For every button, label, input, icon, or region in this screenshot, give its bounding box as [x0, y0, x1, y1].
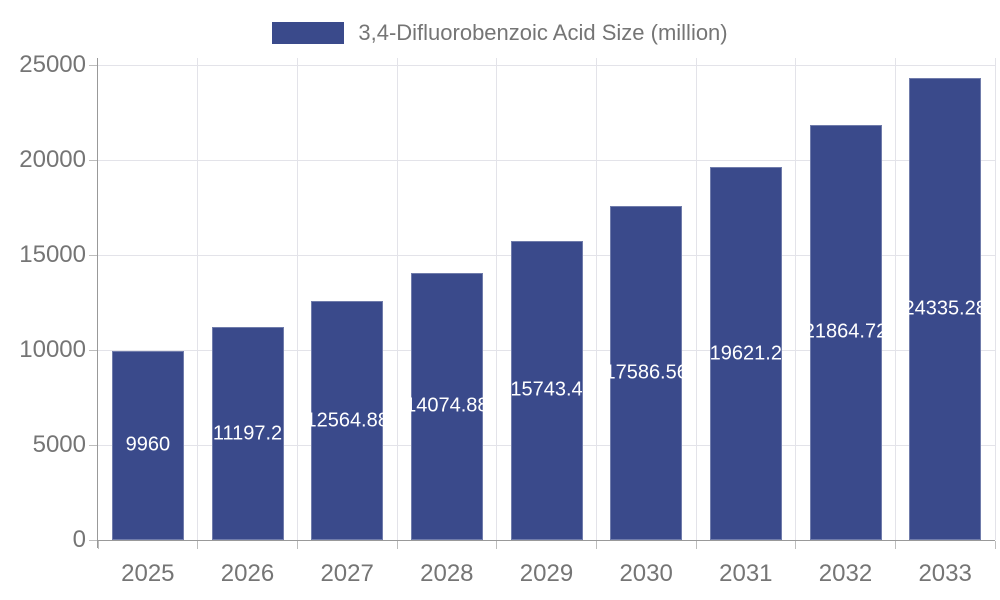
- bar-value-label: 9960: [125, 433, 171, 456]
- bar-2028[interactable]: [410, 272, 483, 540]
- y-tick-label: 10000: [19, 336, 86, 363]
- x-axis-tick: [296, 541, 298, 549]
- bar-value-label: 21864.72: [803, 320, 888, 343]
- bar-value-label: 19621.2: [709, 342, 782, 365]
- x-axis-tick: [795, 541, 797, 549]
- x-axis-tick: [894, 541, 896, 549]
- y-tick-label: 5000: [32, 431, 86, 458]
- x-tick-label-2030: 2030: [619, 560, 673, 587]
- x-axis-tick: [496, 541, 498, 549]
- vertical-gridline: [695, 58, 697, 540]
- x-tick-label-2027: 2027: [320, 560, 374, 587]
- legend-label: 3,4-Difluorobenzoic Acid Size (million): [358, 20, 728, 45]
- x-tick-label-2028: 2028: [420, 560, 474, 587]
- vertical-gridline: [994, 58, 996, 540]
- y-tick-label: 15000: [19, 241, 86, 268]
- x-axis-tick: [994, 541, 996, 549]
- bar-value-label: 14074.88: [405, 394, 489, 417]
- x-axis-tick: [396, 541, 398, 549]
- y-tick-label: 0: [72, 526, 86, 553]
- x-axis-tick: [97, 541, 99, 549]
- x-axis-tick: [595, 541, 597, 549]
- y-axis-tick: [89, 539, 97, 541]
- x-axis-tick: [695, 541, 697, 549]
- x-axis-tick: [197, 541, 199, 549]
- bar-value-label: 24335.28: [903, 297, 987, 320]
- bar-value-label: 11197.2: [212, 422, 283, 445]
- x-tick-label-2032: 2032: [818, 560, 873, 587]
- bar-2030[interactable]: [610, 205, 683, 540]
- x-tick-label-2031: 2031: [719, 560, 773, 587]
- bar-value-label: 17586.56: [604, 361, 688, 384]
- vertical-gridline: [197, 58, 199, 540]
- bar-2025[interactable]: [111, 350, 184, 540]
- vertical-gridline: [894, 58, 896, 540]
- y-axis-line: [97, 58, 98, 548]
- legend-swatch-icon: [272, 22, 345, 44]
- y-axis-tick: [89, 64, 97, 66]
- y-axis-tick: [89, 444, 97, 446]
- vertical-gridline: [795, 58, 797, 540]
- x-tick-label-2026: 2026: [220, 560, 275, 587]
- vertical-gridline: [396, 58, 398, 540]
- y-axis-tick: [89, 254, 97, 256]
- bar-value-label: 15743.4: [510, 378, 583, 401]
- horizontal-gridline: [98, 159, 995, 161]
- bar-2031[interactable]: [709, 167, 782, 540]
- x-tick-label-2033: 2033: [918, 560, 972, 587]
- horizontal-gridline: [98, 64, 995, 66]
- legend: 3,4-Difluorobenzoic Acid Size (million): [0, 20, 1000, 46]
- vertical-gridline: [595, 58, 597, 540]
- x-tick-label-2025: 2025: [121, 560, 175, 587]
- legend-item[interactable]: 3,4-Difluorobenzoic Acid Size (million): [272, 20, 728, 46]
- bar-2029[interactable]: [510, 240, 583, 540]
- x-tick-label-2029: 2029: [519, 560, 574, 587]
- bar-2032[interactable]: [809, 124, 882, 540]
- bar-2027[interactable]: [311, 301, 384, 540]
- y-axis-tick: [89, 159, 97, 161]
- x-axis-line: [98, 540, 995, 541]
- bar-2033[interactable]: [909, 77, 982, 540]
- y-tick-label: 25000: [19, 51, 86, 78]
- bar-2026[interactable]: [211, 327, 284, 540]
- vertical-gridline: [496, 58, 498, 540]
- bar-value-label: 12564.88: [305, 409, 389, 432]
- y-axis-tick: [89, 349, 97, 351]
- vertical-gridline: [296, 58, 298, 540]
- y-tick-label: 20000: [19, 146, 86, 173]
